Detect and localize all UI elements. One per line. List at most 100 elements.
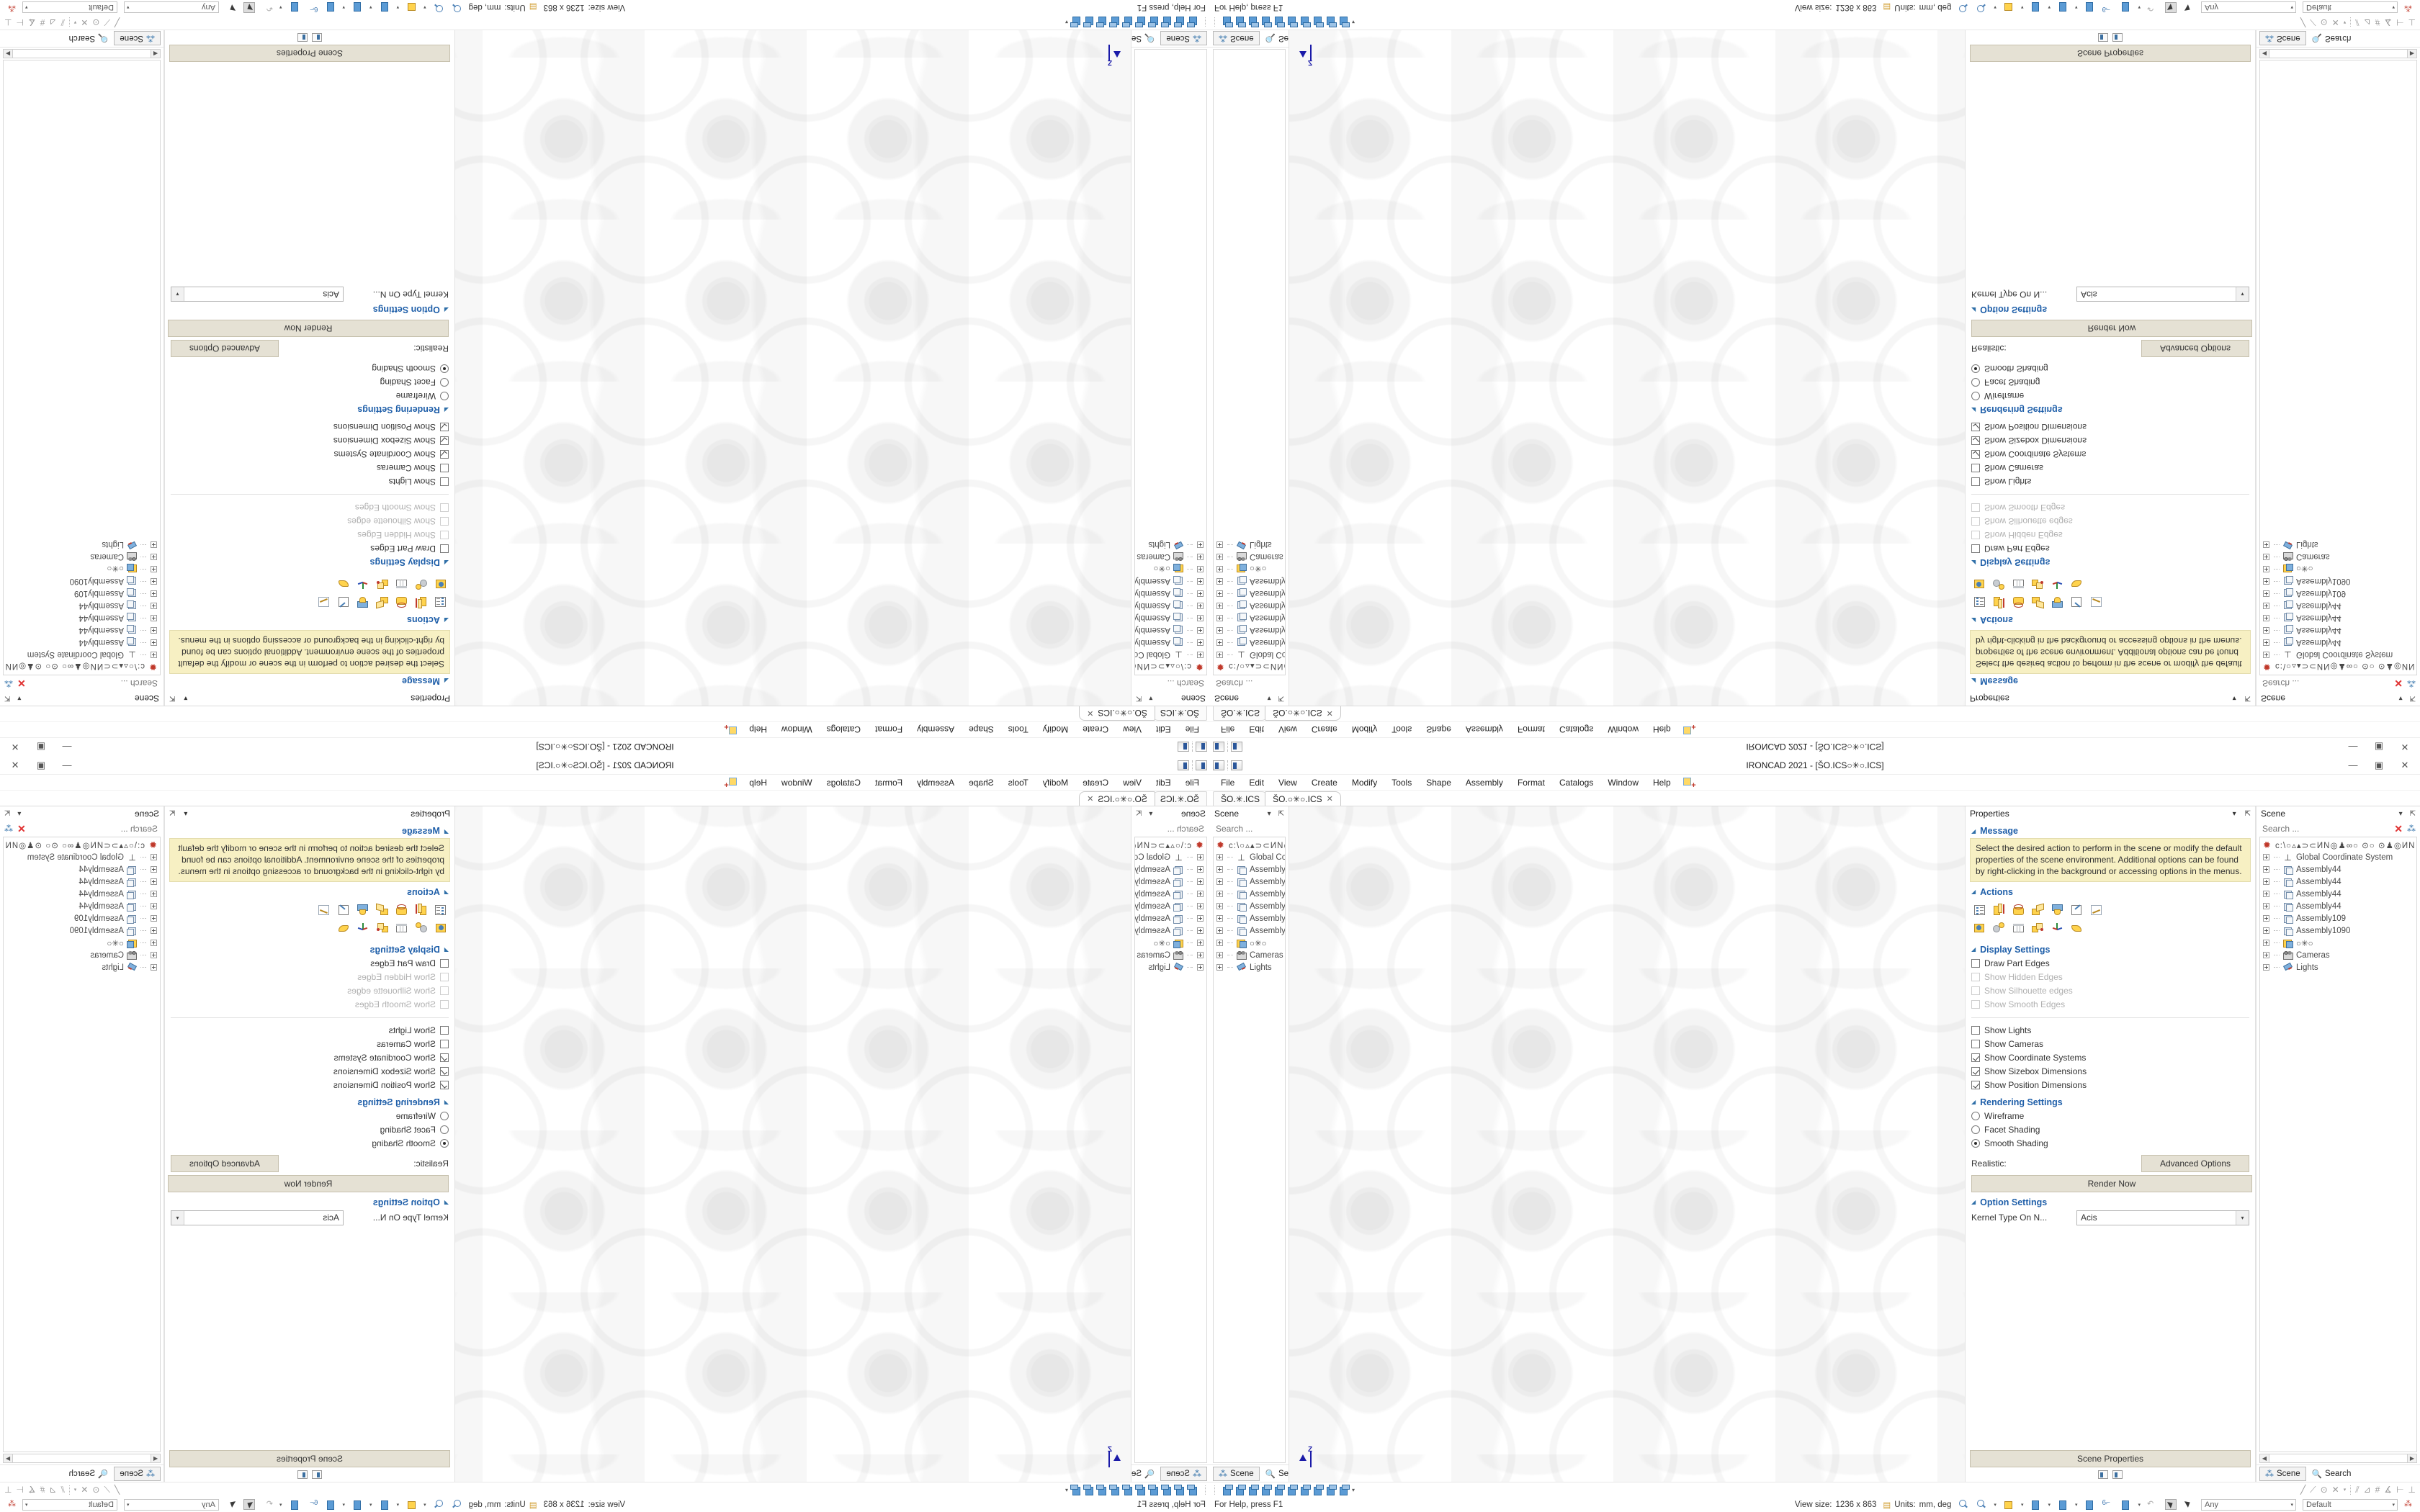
shape-cylinder-icon[interactable]: [1161, 1485, 1172, 1495]
tree-item[interactable]: Cameras: [1135, 551, 1206, 563]
tree-item[interactable]: ⊥ Global Coordinate System: [2260, 649, 2416, 661]
expand-toggle-icon[interactable]: [2263, 878, 2269, 885]
left-tab-scene[interactable]: ⁂ Scene: [1213, 31, 1260, 46]
tree-item[interactable]: Lights: [1214, 539, 1285, 551]
dock-right-icon[interactable]: [2112, 1470, 2123, 1479]
section-option-settings-header[interactable]: ◢ Option Settings: [1971, 1197, 2251, 1207]
collapse-caret-icon[interactable]: ◢: [444, 678, 449, 685]
section-rendering-settings-header[interactable]: ◢ Rendering Settings: [1971, 1097, 2251, 1107]
shape-overflow-icon[interactable]: ▾: [1352, 1486, 1355, 1493]
menu-create[interactable]: Create: [1083, 777, 1109, 788]
collapse-caret-icon[interactable]: ◢: [1971, 559, 1976, 566]
left-dock-tree[interactable]: ✹ c:\○▵▴⊃⊂ИN◎♟∞○ ⊙○ ⊙♟◎ИN ⊥ Global Coordi…: [1134, 49, 1207, 675]
shape-torus-icon[interactable]: [1135, 17, 1146, 27]
shape-sphere-icon[interactable]: [1174, 17, 1185, 27]
expand-toggle-icon[interactable]: [1197, 554, 1204, 560]
tree-root-row[interactable]: ✹ c:\○▵▴⊃⊂ИN◎♟∞○ ⊙○ ⊙♟◎ИN: [2260, 661, 2416, 673]
close-x-icon[interactable]: ✕: [17, 678, 26, 690]
collapse-caret-icon[interactable]: ◢: [444, 1199, 449, 1206]
tree-item[interactable]: Assembly109: [1134, 912, 1206, 924]
chevron-down-icon[interactable]: ▾: [2392, 1502, 2395, 1508]
tree-item[interactable]: Cameras: [1214, 949, 1285, 961]
checkbox-icon[interactable]: [1971, 436, 1980, 445]
tree-item[interactable]: Cameras: [2260, 949, 2416, 961]
scroll-right-icon[interactable]: ▶: [4, 50, 13, 58]
tree-item[interactable]: Assembly44: [4, 876, 160, 888]
menu-catalogs[interactable]: Catalogs: [1559, 777, 1594, 788]
scene-settings-icon[interactable]: [413, 577, 429, 592]
select-arrow-icon[interactable]: [2165, 1, 2177, 13]
tree-item[interactable]: Lights: [1135, 539, 1206, 551]
collapse-caret-icon[interactable]: ◢: [1971, 678, 1976, 685]
add-cube-icon[interactable]: +: [724, 777, 738, 790]
radio-icon[interactable]: [440, 377, 449, 387]
new-document-icon[interactable]: [1231, 760, 1242, 770]
menu-modify[interactable]: Modify: [1351, 777, 1378, 788]
zoom-out-icon[interactable]: [1976, 2, 1987, 13]
chevron-down-icon[interactable]: ▾: [279, 1502, 282, 1508]
menu-help[interactable]: Help: [749, 724, 767, 735]
radio-icon[interactable]: [440, 1112, 449, 1121]
expand-toggle-icon[interactable]: [2263, 952, 2269, 958]
maximize-button[interactable]: ▣: [2374, 742, 2384, 753]
shape-torus-icon[interactable]: [1135, 1485, 1146, 1495]
chevron-down-icon[interactable]: ▾: [25, 1502, 28, 1508]
tree-root-row[interactable]: ✹ c:\○▵▴⊃⊂ИN◎♟∞○ ⊙○ ⊙♟◎ИN: [4, 661, 160, 673]
chevron-down-icon[interactable]: ▾: [2398, 809, 2403, 818]
chevron-down-icon[interactable]: ▾: [2048, 1502, 2051, 1508]
radio-row[interactable]: Wireframe: [1970, 1110, 2251, 1123]
expand-toggle-icon[interactable]: [1216, 878, 1223, 885]
pin-icon[interactable]: ⇱: [2244, 694, 2251, 703]
tree-item[interactable]: Assembly44: [1134, 636, 1206, 649]
shape-chamfer-icon[interactable]: [1083, 17, 1094, 27]
chevron-down-icon[interactable]: ▾: [171, 1210, 184, 1225]
radio-icon[interactable]: [1971, 1112, 1980, 1121]
display-mode-icon[interactable]: [379, 1499, 390, 1510]
shape-fillet-icon[interactable]: [1313, 17, 1324, 27]
chevron-down-icon[interactable]: ▾: [171, 287, 184, 302]
snap-parallel-icon[interactable]: ⫽: [60, 17, 65, 28]
tree-view-icon[interactable]: ⁂: [2407, 824, 2416, 834]
tree-item[interactable]: Cameras: [2260, 551, 2416, 563]
shade-mode-icon[interactable]: [2084, 2, 2095, 13]
revolve-icon[interactable]: [394, 902, 410, 917]
shape-block-icon[interactable]: [1222, 17, 1233, 27]
part-mode-icon[interactable]: [289, 1499, 300, 1510]
menu-catalogs[interactable]: Catalogs: [1559, 724, 1594, 735]
menu-file[interactable]: File: [1185, 777, 1199, 788]
expand-toggle-icon[interactable]: [1197, 940, 1204, 946]
chevron-down-icon[interactable]: ▾: [2290, 1502, 2293, 1508]
style-select[interactable]: Default ▾: [2303, 1, 2398, 14]
scroll-left-icon[interactable]: ◀: [151, 1454, 160, 1462]
shape-torus-icon[interactable]: [1274, 1484, 1285, 1495]
collapse-caret-icon[interactable]: ◢: [1971, 946, 1976, 953]
scene-tree-hscrollbar[interactable]: ◀ ▶: [3, 1454, 161, 1463]
shape-block-icon[interactable]: [1187, 17, 1198, 27]
tree-item[interactable]: Lights: [4, 539, 160, 551]
tree-item[interactable]: Assembly44: [1214, 888, 1285, 900]
tree-item[interactable]: Lights: [1135, 961, 1206, 973]
expand-toggle-icon[interactable]: [1216, 541, 1223, 548]
scene-settings-icon[interactable]: [413, 920, 429, 935]
chevron-down-icon[interactable]: ▾: [127, 4, 130, 10]
pin-icon[interactable]: ⇱: [4, 694, 11, 703]
menu-view[interactable]: View: [1123, 777, 1142, 788]
section-display-settings-header[interactable]: ◢ Display Settings: [1971, 557, 2251, 567]
tree-item[interactable]: ○✳○: [4, 937, 160, 949]
shape-shell-icon[interactable]: [1070, 1485, 1081, 1495]
document-tab-2[interactable]: ŠO.○✳○.ICS ✕: [1079, 706, 1155, 721]
scene-tree-hscrollbar[interactable]: ◀ ▶: [2259, 49, 2417, 58]
extrude-part-icon[interactable]: [1991, 595, 2007, 610]
tab-scene[interactable]: ⁂ Scene: [2259, 31, 2306, 46]
curve-icon[interactable]: [2088, 902, 2104, 917]
radio-row[interactable]: Facet Shading: [1970, 1123, 2251, 1137]
tree-item[interactable]: Assembly109: [4, 588, 160, 600]
checkbox-row[interactable]: Show Coordinate Systems: [1970, 447, 2251, 461]
tree-item[interactable]: Assembly44: [2260, 876, 2416, 888]
select-box-icon[interactable]: [2183, 1499, 2195, 1510]
scroll-right-icon[interactable]: ▶: [4, 1454, 13, 1462]
shape-sphere-icon[interactable]: [1235, 17, 1246, 27]
radio-row[interactable]: Smooth Shading: [169, 361, 450, 375]
tree-item[interactable]: Assembly44: [1134, 876, 1206, 888]
section-message-header[interactable]: ◢ Message: [169, 826, 449, 836]
